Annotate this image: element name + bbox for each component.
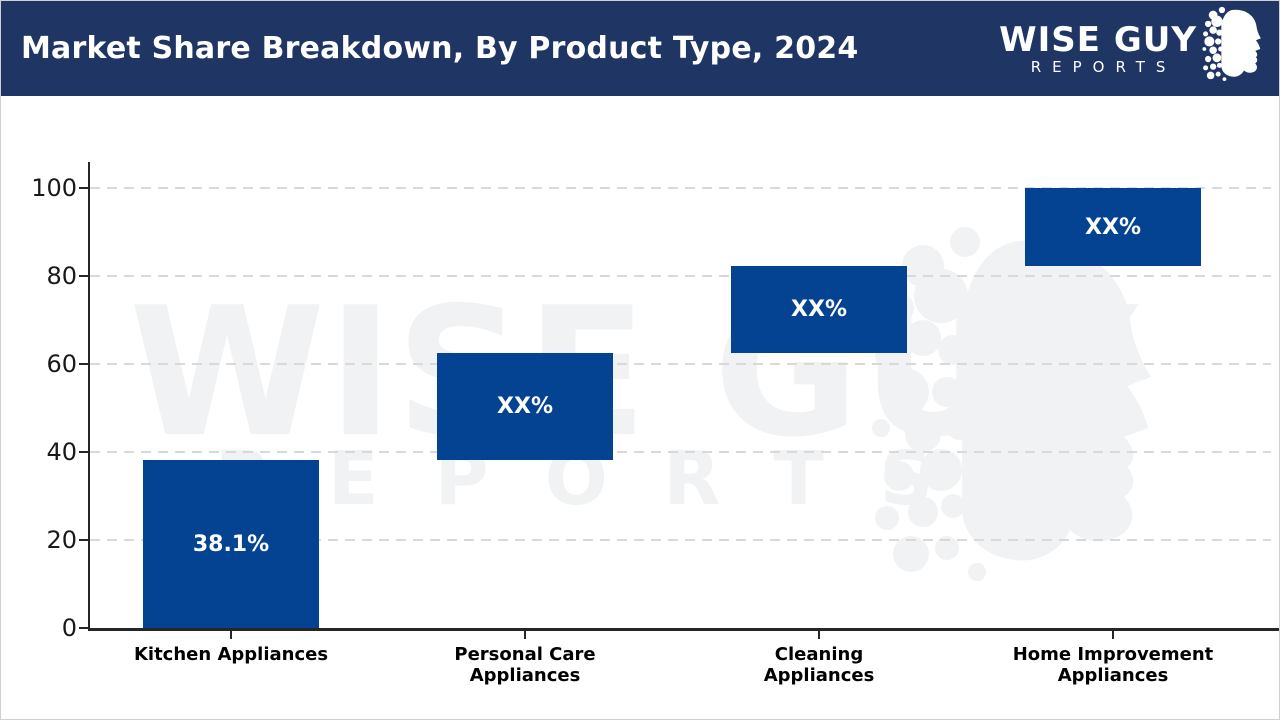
- x-tick: [818, 631, 820, 639]
- gridline: [90, 539, 1271, 541]
- y-tick: [79, 363, 88, 365]
- logo-wordmark: WISE GUY REPORTS: [999, 23, 1197, 75]
- bar-value-label: XX%: [1085, 214, 1141, 240]
- logo-line2: REPORTS: [1030, 57, 1177, 76]
- gridline: [90, 363, 1271, 365]
- page-title: Market Share Breakdown, By Product Type,…: [21, 31, 859, 66]
- y-tick: [79, 451, 88, 453]
- x-category-label: Personal Care Appliances: [375, 644, 675, 686]
- bar-value-label: 38.1%: [192, 531, 270, 557]
- face-profile-icon: [1202, 6, 1261, 81]
- bar: XX%: [437, 352, 613, 461]
- x-category-label: Home Improvement Appliances: [963, 644, 1263, 686]
- x-category-label-line: Appliances: [1057, 665, 1169, 686]
- y-tick-label: 0: [61, 614, 77, 642]
- header-bar: Market Share Breakdown, By Product Type,…: [1, 1, 1279, 96]
- logo-line1: WISE GUY: [999, 19, 1197, 60]
- y-tick: [79, 627, 88, 629]
- y-tick-label: 100: [31, 174, 77, 202]
- x-tick: [230, 631, 232, 639]
- x-category-label-line: Appliances: [469, 665, 581, 686]
- y-tick-label: 60: [46, 350, 77, 378]
- wiseguy-logo: WISE GUY REPORTS: [999, 5, 1265, 93]
- bar-value-label: XX%: [791, 296, 847, 322]
- gridline: [90, 187, 1271, 189]
- gridline: [90, 275, 1271, 277]
- y-tick-label: 80: [46, 262, 77, 290]
- y-tick: [79, 275, 88, 277]
- plot-area: WISE GUY REPORTS 0 20 40 60 80 100 38.1% XX% XX%…: [1, 96, 1279, 719]
- x-tick: [524, 631, 526, 639]
- y-tick: [79, 187, 88, 189]
- y-axis-line: [88, 162, 90, 631]
- x-category-label-line: Personal Care: [454, 644, 596, 665]
- x-category-label-line: Cleaning: [774, 644, 864, 665]
- x-category-label-line: Kitchen Appliances: [133, 644, 329, 665]
- x-category-label: Cleaning Appliances: [669, 644, 969, 686]
- x-category-label-line: Home Improvement: [1012, 644, 1214, 665]
- y-tick-label: 20: [46, 526, 77, 554]
- x-axis-line: [88, 628, 1279, 631]
- gridline: [90, 451, 1271, 453]
- y-tick-label: 40: [46, 438, 77, 466]
- x-category-label-line: Appliances: [763, 665, 875, 686]
- bar: XX%: [1025, 188, 1201, 267]
- bar: 38.1%: [143, 460, 319, 628]
- x-tick: [1112, 631, 1114, 639]
- y-tick: [79, 539, 88, 541]
- watermark-face-icon: [872, 227, 1151, 581]
- x-category-label: Kitchen Appliances: [81, 644, 381, 665]
- bar-value-label: XX%: [497, 393, 553, 419]
- bar: XX%: [731, 266, 907, 353]
